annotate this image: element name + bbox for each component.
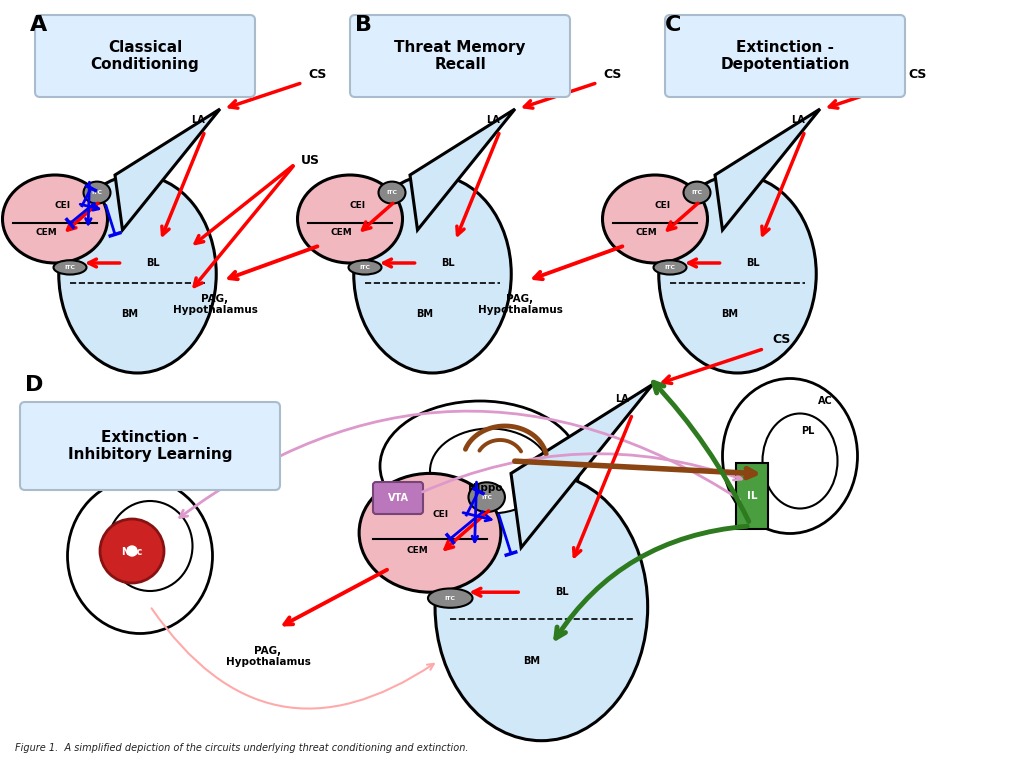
Text: Hippo: Hippo bbox=[467, 483, 502, 493]
Ellipse shape bbox=[297, 175, 402, 263]
Text: Extinction -
Depotentiation: Extinction - Depotentiation bbox=[721, 40, 850, 72]
Ellipse shape bbox=[380, 401, 580, 531]
Ellipse shape bbox=[762, 414, 838, 509]
Text: CS: CS bbox=[773, 332, 791, 345]
Text: CEM: CEM bbox=[330, 228, 352, 237]
Text: ITC: ITC bbox=[64, 265, 75, 270]
Ellipse shape bbox=[353, 175, 511, 373]
Ellipse shape bbox=[435, 473, 647, 741]
Ellipse shape bbox=[54, 260, 87, 274]
Text: CEM: CEM bbox=[407, 546, 429, 555]
Text: CEI: CEI bbox=[54, 201, 70, 211]
Text: Classical
Conditioning: Classical Conditioning bbox=[91, 40, 200, 72]
Ellipse shape bbox=[659, 175, 816, 373]
Text: CEI: CEI bbox=[432, 510, 448, 519]
Text: PAG,
Hypothalamus: PAG, Hypothalamus bbox=[226, 646, 310, 667]
Text: BM: BM bbox=[523, 656, 540, 666]
FancyBboxPatch shape bbox=[736, 463, 768, 529]
Ellipse shape bbox=[59, 175, 216, 373]
FancyBboxPatch shape bbox=[350, 15, 570, 97]
Text: AC: AC bbox=[817, 396, 833, 406]
Text: LA: LA bbox=[616, 394, 629, 404]
Text: BM: BM bbox=[722, 309, 738, 319]
Text: VTA: VTA bbox=[388, 493, 408, 503]
Ellipse shape bbox=[430, 428, 550, 513]
Ellipse shape bbox=[428, 588, 472, 607]
Ellipse shape bbox=[683, 182, 711, 204]
Ellipse shape bbox=[723, 378, 857, 533]
Ellipse shape bbox=[348, 260, 382, 274]
Text: Extinction -
Inhibitory Learning: Extinction - Inhibitory Learning bbox=[68, 430, 232, 462]
Text: BL: BL bbox=[555, 588, 568, 597]
Ellipse shape bbox=[654, 260, 686, 274]
FancyBboxPatch shape bbox=[35, 15, 254, 97]
Text: B: B bbox=[355, 15, 372, 35]
Text: BM: BM bbox=[416, 309, 434, 319]
Text: PAG,
Hypothalamus: PAG, Hypothalamus bbox=[173, 294, 258, 316]
Text: ITC: ITC bbox=[359, 265, 371, 270]
Polygon shape bbox=[715, 109, 821, 230]
Text: CEM: CEM bbox=[36, 228, 57, 237]
Text: ITC: ITC bbox=[691, 190, 702, 195]
Text: BL: BL bbox=[746, 258, 759, 268]
Text: ITC: ITC bbox=[665, 265, 676, 270]
Text: ITC: ITC bbox=[92, 190, 103, 195]
Text: Figure 1.  A simplified depiction of the circuits underlying threat conditioning: Figure 1. A simplified depiction of the … bbox=[15, 743, 468, 753]
Text: BL: BL bbox=[146, 258, 159, 268]
Text: US: US bbox=[301, 154, 320, 167]
Circle shape bbox=[100, 519, 164, 583]
Text: CS: CS bbox=[908, 68, 926, 81]
Text: CEI: CEI bbox=[349, 201, 365, 211]
Text: NAc: NAc bbox=[121, 547, 143, 557]
Ellipse shape bbox=[83, 182, 111, 204]
FancyBboxPatch shape bbox=[665, 15, 905, 97]
Text: LA: LA bbox=[791, 115, 804, 125]
Ellipse shape bbox=[359, 473, 501, 592]
Ellipse shape bbox=[67, 479, 213, 633]
Text: LA: LA bbox=[190, 115, 205, 125]
FancyBboxPatch shape bbox=[373, 482, 423, 514]
Text: BL: BL bbox=[441, 258, 454, 268]
Text: CEM: CEM bbox=[635, 228, 657, 237]
Text: CS: CS bbox=[604, 68, 622, 81]
Text: A: A bbox=[30, 15, 47, 35]
FancyBboxPatch shape bbox=[20, 402, 280, 490]
Polygon shape bbox=[115, 109, 220, 230]
Ellipse shape bbox=[468, 483, 505, 512]
Polygon shape bbox=[511, 385, 653, 548]
Text: IL: IL bbox=[747, 491, 757, 501]
Text: C: C bbox=[665, 15, 681, 35]
Text: BM: BM bbox=[121, 309, 138, 319]
Circle shape bbox=[127, 546, 137, 556]
Text: CEI: CEI bbox=[655, 201, 671, 211]
Text: PAG,
Hypothalamus: PAG, Hypothalamus bbox=[477, 294, 562, 316]
Text: ITC: ITC bbox=[387, 190, 397, 195]
Ellipse shape bbox=[379, 182, 405, 204]
Text: ITC: ITC bbox=[445, 596, 456, 601]
Text: LA: LA bbox=[486, 115, 500, 125]
Ellipse shape bbox=[108, 501, 192, 591]
Ellipse shape bbox=[603, 175, 708, 263]
Text: Threat Memory
Recall: Threat Memory Recall bbox=[394, 40, 525, 72]
Text: D: D bbox=[25, 375, 44, 395]
Polygon shape bbox=[410, 109, 515, 230]
Text: CS: CS bbox=[308, 68, 327, 81]
Ellipse shape bbox=[2, 175, 108, 263]
Text: ITC: ITC bbox=[482, 495, 492, 499]
Text: PL: PL bbox=[801, 426, 814, 436]
